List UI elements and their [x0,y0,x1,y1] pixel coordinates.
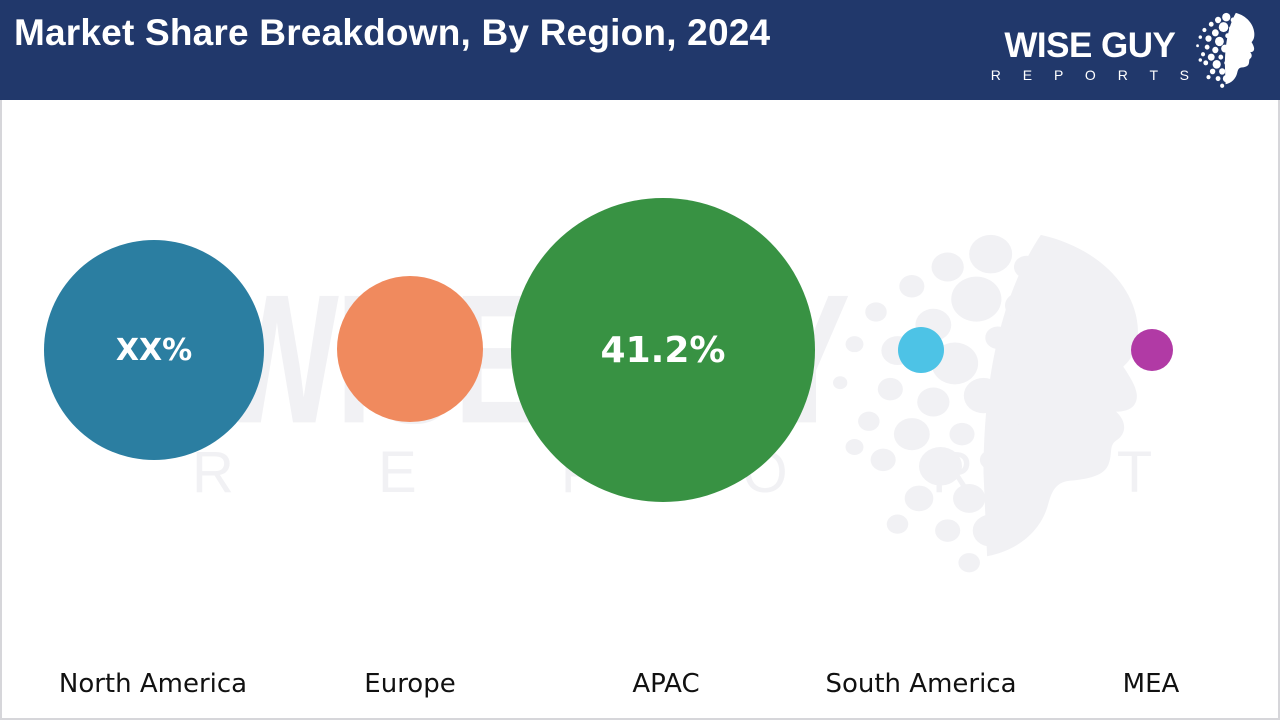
logo-subtext: R E P O R T S [990,67,1198,83]
header-bar: Market Share Breakdown, By Region, 2024 … [0,0,1280,100]
bubble-value-label: 41.2% [600,329,726,371]
logo-head-icon [1196,12,1255,88]
bubble-north-america: XX% [44,240,264,460]
category-label-apac: APAC [632,669,700,699]
category-label-north-america: North America [58,669,248,699]
logo-text: WISE GUY R E P O R T S [982,28,1198,83]
category-label-south-america: South America [825,669,1017,699]
page-title: Market Share Breakdown, By Region, 2024 [14,12,771,53]
logo-wordmark: WISE GUY [1004,26,1176,65]
watermark-head-icon [833,234,1138,573]
bubble-south-america [898,327,944,373]
category-label-europe: Europe [364,669,456,699]
bubble-apac: 41.2% [511,198,815,502]
bubble-europe [337,276,483,422]
category-label-mea: MEA [1122,669,1180,699]
wise-guy-logo: WISE GUY R E P O R T S [982,8,1270,100]
bubble-mea [1131,329,1173,371]
bubble-value-label: XX% [115,332,193,368]
